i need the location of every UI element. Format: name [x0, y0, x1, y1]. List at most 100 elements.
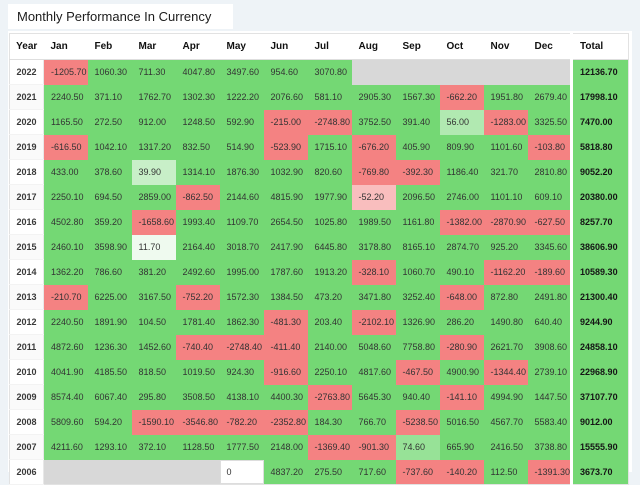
total-cell-2006: 3673.70	[570, 459, 629, 485]
total-cell-2017: 20380.00	[570, 184, 629, 210]
value-cell-2018-jun: 1032.90	[263, 159, 308, 185]
value-cell-2009-dec: 1447.50	[527, 384, 572, 410]
value-cell-2017-mar: 2859.00	[131, 184, 176, 210]
value-cell-2018-oct: 1186.40	[439, 159, 484, 185]
table-row-2020: 2020 1165.50 272.50 912.00 1248.50 592.90 -215…	[9, 109, 629, 135]
value-cell-2009-mar: 295.80	[131, 384, 176, 410]
value-cell-2021-nov: 1951.80	[483, 84, 528, 110]
column-header-dec: Dec	[527, 33, 572, 60]
value-cell-2016-oct: -1382.00	[439, 209, 484, 235]
value-cell-2008-dec: 5583.40	[527, 409, 572, 435]
value-cell-2011-jul: 2140.00	[307, 334, 352, 360]
value-cell-2017-aug: -52.20	[351, 184, 396, 210]
year-cell: 2016	[9, 209, 44, 235]
value-cell-2010-dec: 2739.10	[527, 359, 572, 385]
value-cell-2009-may: 4138.10	[219, 384, 264, 410]
value-cell-2019-sep: 405.90	[395, 134, 440, 160]
value-cell-2019-jul: 1715.10	[307, 134, 352, 160]
value-cell-2010-feb: 4185.50	[87, 359, 132, 385]
value-cell-2007-may: 1777.50	[219, 434, 264, 460]
year-cell: 2011	[9, 334, 44, 360]
value-cell-2017-nov: 1101.10	[483, 184, 528, 210]
column-header-jun: Jun	[263, 33, 308, 60]
value-cell-2021-feb: 371.10	[87, 84, 132, 110]
value-cell-2012-nov: 1490.80	[483, 309, 528, 335]
value-cell-2007-aug: -901.30	[351, 434, 396, 460]
total-cell-2015: 38606.90	[570, 234, 629, 260]
value-cell-2016-jan: 4502.80	[43, 209, 88, 235]
value-cell-2014-nov: -1162.20	[483, 259, 528, 285]
value-cell-2013-nov: 872.80	[483, 284, 528, 310]
value-cell-2007-feb: 1293.10	[87, 434, 132, 460]
value-cell-2009-feb: 6067.40	[87, 384, 132, 410]
year-cell: 2017	[9, 184, 44, 210]
value-cell-2009-oct: -141.10	[439, 384, 484, 410]
column-header-sep: Sep	[395, 33, 440, 60]
value-cell-2020-oct: 56.00	[439, 109, 484, 135]
value-cell-2021-apr: 1302.30	[175, 84, 220, 110]
year-cell: 2009	[9, 384, 44, 410]
value-cell-2006-may: 0	[219, 459, 264, 485]
value-cell-2008-apr: -3546.80	[175, 409, 220, 435]
value-cell-2009-jun: 4400.30	[263, 384, 308, 410]
value-cell-2006-apr	[175, 459, 220, 485]
year-cell: 2013	[9, 284, 44, 310]
value-cell-2018-dec: 2810.80	[527, 159, 572, 185]
total-cell-2020: 7470.00	[570, 109, 629, 135]
value-cell-2014-jul: 1913.20	[307, 259, 352, 285]
value-cell-2006-nov: 112.50	[483, 459, 528, 485]
page-title: Monthly Performance In Currency	[17, 9, 212, 24]
value-cell-2013-dec: 2491.80	[527, 284, 572, 310]
value-cell-2007-jan: 4211.60	[43, 434, 88, 460]
value-cell-2018-jan: 433.00	[43, 159, 88, 185]
column-header-aug: Aug	[351, 33, 396, 60]
value-cell-2013-jan: -210.70	[43, 284, 88, 310]
total-cell-2011: 24858.10	[570, 334, 629, 360]
value-cell-2017-dec: 609.10	[527, 184, 572, 210]
value-cell-2017-jan: 2250.10	[43, 184, 88, 210]
value-cell-2007-oct: 665.90	[439, 434, 484, 460]
value-cell-2006-jun: 4837.20	[263, 459, 308, 485]
value-cell-2009-jul: -2763.80	[307, 384, 352, 410]
year-cell: 2022	[9, 59, 44, 85]
value-cell-2012-jul: 203.40	[307, 309, 352, 335]
value-cell-2012-jan: 2240.50	[43, 309, 88, 335]
value-cell-2020-jun: -215.00	[263, 109, 308, 135]
value-cell-2016-apr: 1993.40	[175, 209, 220, 235]
value-cell-2008-sep: -5238.50	[395, 409, 440, 435]
value-cell-2010-apr: 1019.50	[175, 359, 220, 385]
value-cell-2007-apr: 1128.50	[175, 434, 220, 460]
value-cell-2011-apr: -740.40	[175, 334, 220, 360]
year-cell: 2019	[9, 134, 44, 160]
value-cell-2021-may: 1222.20	[219, 84, 264, 110]
year-cell: 2012	[9, 309, 44, 335]
total-cell-2007: 15555.90	[570, 434, 629, 460]
value-cell-2021-mar: 1762.70	[131, 84, 176, 110]
table-row-2014: 2014 1362.20 786.60 381.20 2492.60 1995.00 178…	[9, 259, 629, 285]
value-cell-2022-jul: 3070.80	[307, 59, 352, 85]
value-cell-2011-oct: -280.90	[439, 334, 484, 360]
value-cell-2016-dec: -627.50	[527, 209, 572, 235]
value-cell-2010-aug: 4817.60	[351, 359, 396, 385]
table-row-2009: 2009 8574.40 6067.40 295.80 3508.50 4138.10 44…	[9, 384, 629, 410]
table-row-2007: 2007 4211.60 1293.10 372.10 1128.50 1777.50 21…	[9, 434, 629, 460]
value-cell-2022-sep	[395, 59, 440, 85]
value-cell-2012-jun: -481.30	[263, 309, 308, 335]
value-cell-2015-feb: 3598.90	[87, 234, 132, 260]
value-cell-2008-feb: 594.20	[87, 409, 132, 435]
value-cell-2006-aug: 717.60	[351, 459, 396, 485]
value-cell-2016-mar: -1658.60	[131, 209, 176, 235]
value-cell-2013-sep: 3252.40	[395, 284, 440, 310]
value-cell-2012-oct: 286.20	[439, 309, 484, 335]
value-cell-2016-sep: 1161.80	[395, 209, 440, 235]
year-cell: 2021	[9, 84, 44, 110]
value-cell-2017-apr: -862.50	[175, 184, 220, 210]
value-cell-2020-mar: 912.00	[131, 109, 176, 135]
table-row-2017: 2017 2250.10 694.50 2859.00 -862.50 2144.60 48…	[9, 184, 629, 210]
value-cell-2020-jan: 1165.50	[43, 109, 88, 135]
value-cell-2010-oct: 4900.90	[439, 359, 484, 385]
value-cell-2020-apr: 1248.50	[175, 109, 220, 135]
value-cell-2014-jan: 1362.20	[43, 259, 88, 285]
value-cell-2020-nov: -1283.00	[483, 109, 528, 135]
value-cell-2017-feb: 694.50	[87, 184, 132, 210]
